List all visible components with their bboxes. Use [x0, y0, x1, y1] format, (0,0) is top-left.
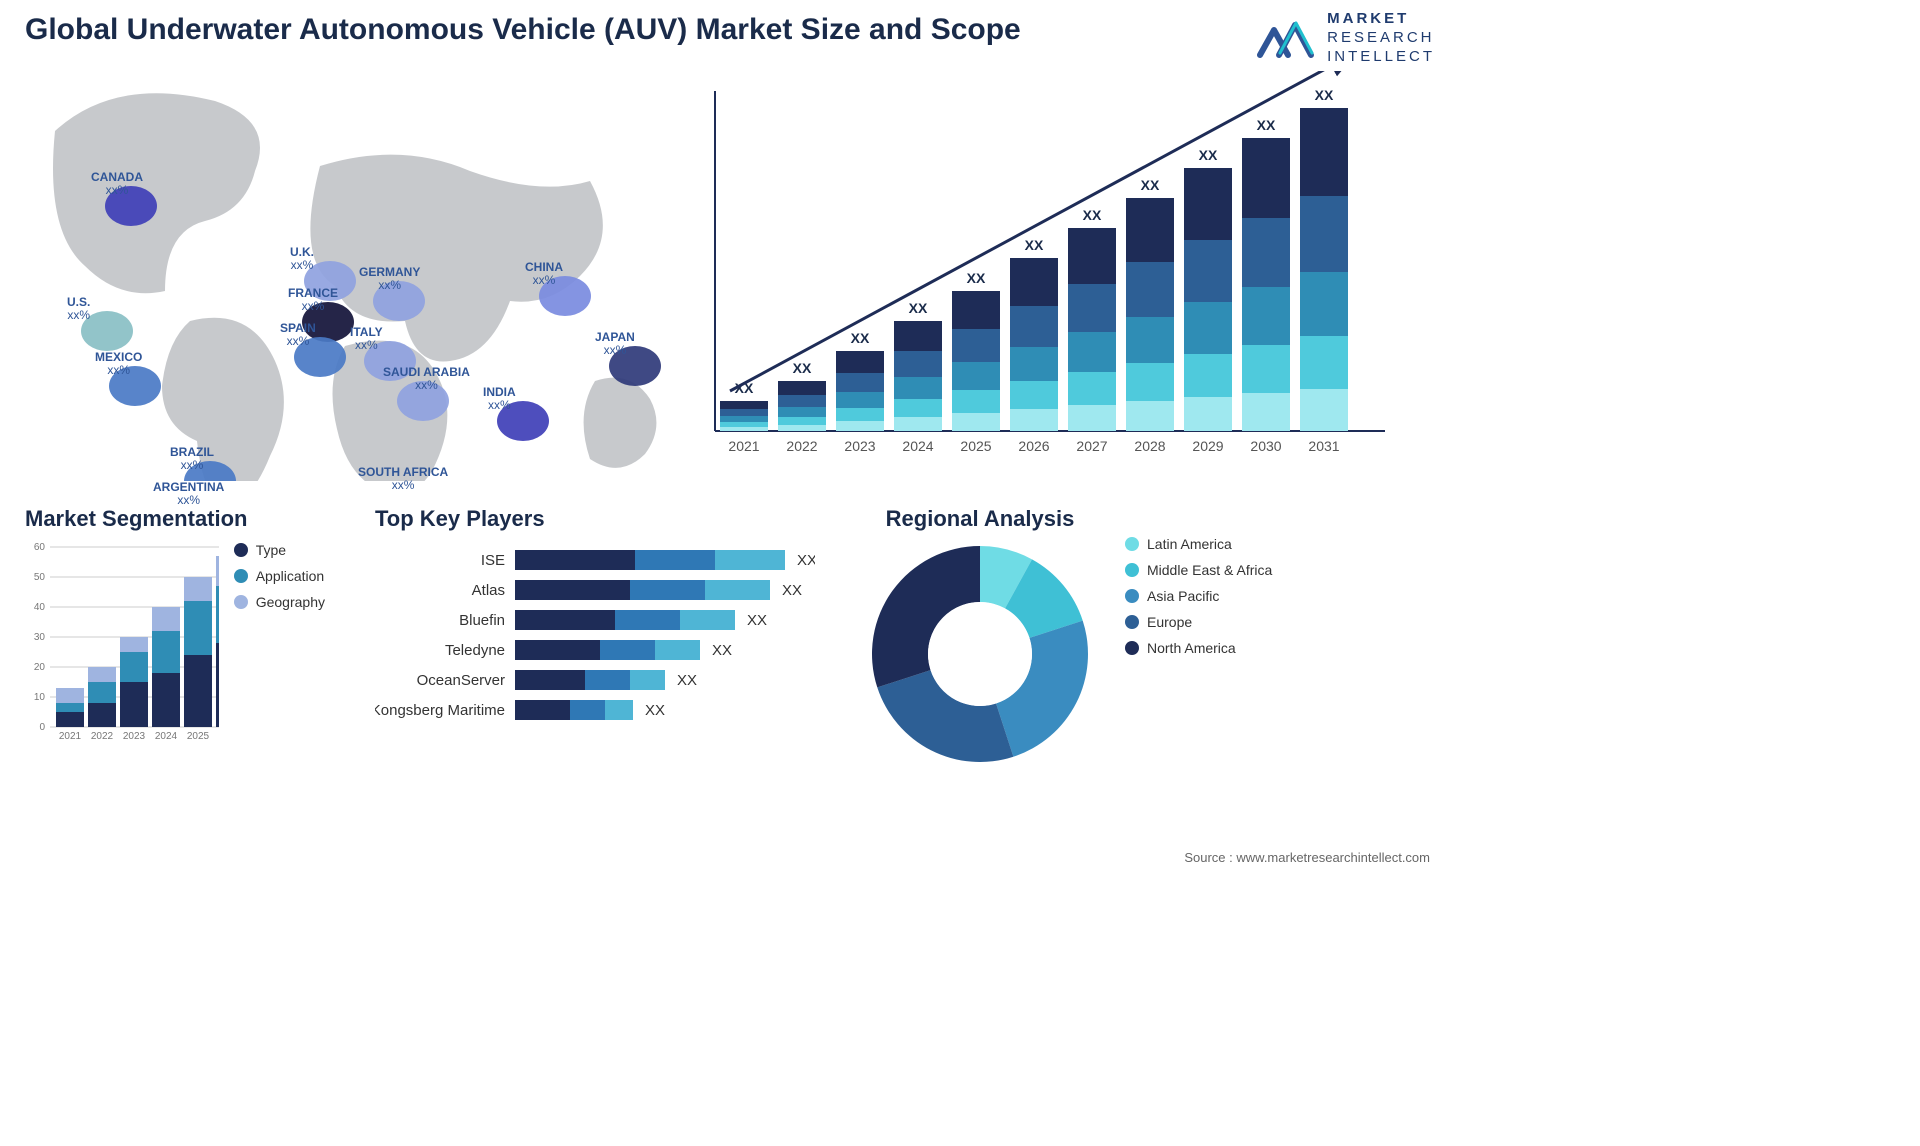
brand-line3: INTELLECT	[1327, 48, 1435, 67]
svg-text:Kongsberg Maritime: Kongsberg Maritime	[375, 702, 505, 719]
growth-chart-panel: XX 2021 XX 2022 XX 2023 XX 2024 XX 2025 XX 2026 XX 20…	[695, 71, 1435, 481]
svg-text:2022: 2022	[91, 731, 114, 742]
regional-legend-item: Asia Pacific	[1125, 588, 1272, 604]
svg-text:Bluefin: Bluefin	[459, 612, 505, 629]
svg-text:XX: XX	[1257, 117, 1276, 133]
map-country-label: CHINAxx%	[525, 261, 563, 287]
brand-line2: RESEARCH	[1327, 29, 1435, 48]
svg-text:40: 40	[34, 602, 46, 613]
world-map	[25, 71, 665, 481]
map-country-label: SAUDI ARABIAxx%	[383, 366, 470, 392]
svg-text:Atlas: Atlas	[472, 582, 505, 599]
segmentation-legend-item: Geography	[234, 594, 325, 610]
svg-text:2024: 2024	[902, 438, 933, 454]
map-country-label: BRAZILxx%	[170, 446, 214, 472]
map-country-label: ITALYxx%	[350, 326, 383, 352]
svg-text:60: 60	[34, 542, 46, 553]
svg-text:XX: XX	[793, 360, 812, 376]
players-title: Top Key Players	[375, 506, 815, 532]
regional-panel: Regional Analysis Latin America Middle Ea…	[865, 481, 1435, 762]
map-country-label: INDIAxx%	[483, 386, 516, 412]
brand-line1: MARKET	[1327, 10, 1435, 29]
segmentation-panel: Market Segmentation 0 10 20 30 40 50 60 2021 202…	[25, 481, 325, 762]
svg-text:2031: 2031	[1308, 438, 1339, 454]
svg-text:XX: XX	[1199, 147, 1218, 163]
svg-text:0: 0	[39, 722, 45, 733]
brand-logo: MARKET RESEARCH INTELLECT	[1257, 10, 1435, 66]
regional-title: Regional Analysis	[865, 506, 1095, 532]
svg-text:2021: 2021	[728, 438, 759, 454]
svg-text:XX: XX	[747, 612, 767, 629]
map-country-label: U.K.xx%	[290, 246, 314, 272]
svg-text:10: 10	[34, 692, 46, 703]
map-country-label: FRANCExx%	[288, 287, 338, 313]
svg-text:2030: 2030	[1250, 438, 1281, 454]
svg-text:XX: XX	[712, 642, 732, 659]
regional-donut	[865, 542, 1095, 762]
regional-legend: Latin America Middle East & Africa Asia Pa…	[1125, 536, 1272, 762]
svg-text:2026: 2026	[1018, 438, 1049, 454]
svg-text:30: 30	[34, 632, 46, 643]
segmentation-title: Market Segmentation	[25, 506, 325, 532]
map-country-label: GERMANYxx%	[359, 266, 420, 292]
svg-text:2021: 2021	[59, 731, 82, 742]
segmentation-legend: Type Application Geography	[234, 542, 325, 742]
regional-legend-item: North America	[1125, 640, 1272, 656]
svg-text:OceanServer: OceanServer	[417, 672, 505, 689]
brand-logo-icon	[1257, 13, 1317, 63]
svg-text:2025: 2025	[960, 438, 991, 454]
svg-text:XX: XX	[797, 552, 815, 569]
players-chart: ISE XX Atlas XX Bluefin XX Teledyne XX OceanServ…	[375, 542, 815, 747]
svg-text:XX: XX	[967, 270, 986, 286]
svg-text:XX: XX	[909, 300, 928, 316]
svg-text:2029: 2029	[1192, 438, 1223, 454]
map-country-label: ARGENTINAxx%	[153, 481, 224, 507]
svg-text:2025: 2025	[187, 731, 210, 742]
regional-legend-item: Middle East & Africa	[1125, 562, 1272, 578]
map-country-label: U.S.xx%	[67, 296, 90, 322]
svg-text:XX: XX	[677, 672, 697, 689]
regional-legend-item: Europe	[1125, 614, 1272, 630]
svg-text:ISE: ISE	[481, 552, 505, 569]
world-map-panel: CANADAxx%U.S.xx%MEXICOxx%BRAZILxx%ARGENT…	[25, 71, 665, 481]
growth-chart: XX 2021 XX 2022 XX 2023 XX 2024 XX 2025 XX 2026 XX 20…	[695, 71, 1395, 471]
map-country-label: SOUTH AFRICAxx%	[358, 466, 448, 492]
map-country-label: CANADAxx%	[91, 171, 143, 197]
svg-text:2022: 2022	[786, 438, 817, 454]
svg-text:50: 50	[34, 572, 46, 583]
svg-text:20: 20	[34, 662, 46, 673]
map-country-label: SPAINxx%	[280, 322, 316, 348]
svg-text:XX: XX	[782, 582, 802, 599]
svg-text:2028: 2028	[1134, 438, 1165, 454]
segmentation-chart: 0102030405060202120222023202420252026	[25, 542, 219, 742]
svg-text:XX: XX	[1315, 87, 1334, 103]
segmentation-legend-item: Application	[234, 568, 325, 584]
regional-legend-item: Latin America	[1125, 536, 1272, 552]
svg-text:Teledyne: Teledyne	[445, 642, 505, 659]
source-text: Source : www.marketresearchintellect.com	[1184, 850, 1430, 865]
svg-text:2027: 2027	[1076, 438, 1107, 454]
page-title: Global Underwater Autonomous Vehicle (AU…	[25, 10, 1021, 49]
svg-text:XX: XX	[645, 702, 665, 719]
svg-text:XX: XX	[1083, 207, 1102, 223]
svg-text:2023: 2023	[844, 438, 875, 454]
segmentation-legend-item: Type	[234, 542, 325, 558]
svg-text:XX: XX	[1141, 177, 1160, 193]
svg-text:XX: XX	[851, 330, 870, 346]
svg-text:XX: XX	[1025, 237, 1044, 253]
players-panel: Top Key Players ISE XX Atlas XX Bluefin XX Tel…	[375, 481, 815, 762]
map-country-label: JAPANxx%	[595, 331, 635, 357]
map-country-label: MEXICOxx%	[95, 351, 142, 377]
svg-text:2024: 2024	[155, 731, 178, 742]
svg-text:2023: 2023	[123, 731, 146, 742]
